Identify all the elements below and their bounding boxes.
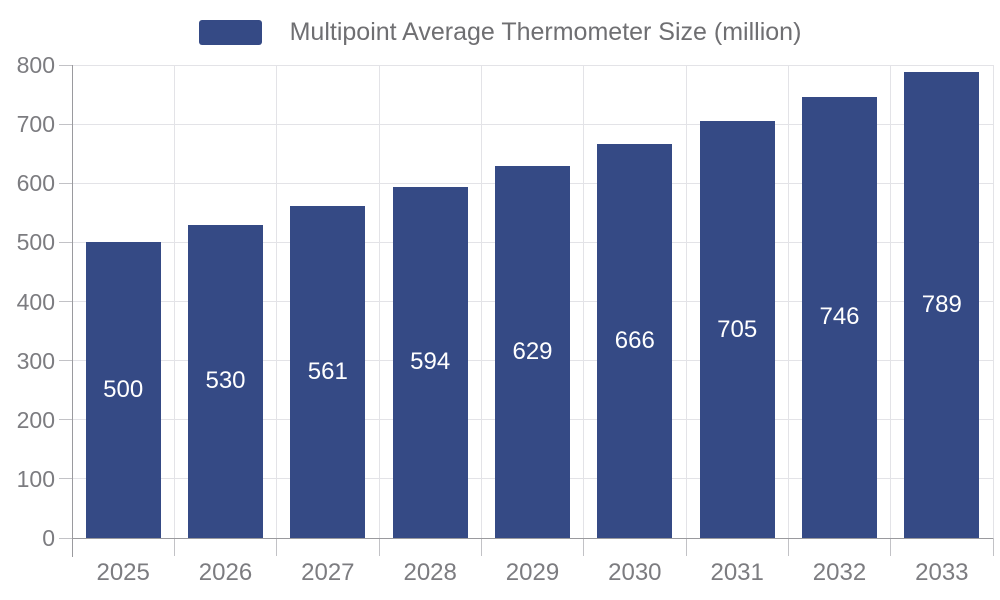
x-tick-label: 2030 [608, 559, 662, 586]
y-axis-tick [59, 182, 72, 184]
bar-value-label: 530 [205, 367, 246, 395]
y-axis-tick [59, 537, 72, 539]
bar-2029[interactable]: 629 [495, 166, 570, 538]
gridline-vertical [378, 65, 380, 538]
legend[interactable]: Multipoint Average Thermometer Size (mil… [0, 18, 1000, 46]
y-tick-label: 300 [16, 347, 55, 374]
y-axis-line [72, 65, 73, 557]
y-tick-label: 200 [16, 406, 55, 433]
bar-2030[interactable]: 666 [597, 144, 673, 538]
x-tick-label: 2033 [915, 559, 969, 586]
bar-value-label: 594 [410, 348, 451, 376]
legend-label: Multipoint Average Thermometer Size (mil… [289, 18, 802, 46]
y-axis-tick [59, 478, 72, 480]
y-axis-tick [59, 241, 72, 243]
bar-value-label: 746 [819, 303, 860, 331]
gridline-horizontal [72, 123, 993, 125]
bar-2033[interactable]: 789 [904, 71, 980, 538]
y-tick-label: 600 [16, 170, 55, 197]
bar-value-label: 629 [512, 338, 553, 366]
gridline-vertical [992, 65, 994, 538]
y-axis-tick [59, 301, 72, 302]
x-tick-label: 2031 [710, 559, 764, 586]
plot-area: 0 100 200 300 400 500 600 700 800 500 2025 530 2026 5… [17, 52, 994, 586]
bar-value-label: 666 [614, 327, 655, 355]
gridline-vertical [890, 65, 892, 538]
bar-value-label: 789 [921, 290, 962, 318]
bar-2025[interactable]: 500 [85, 242, 161, 538]
gridline-vertical [480, 65, 482, 538]
y-tick-label: 700 [16, 111, 55, 138]
x-axis-line [72, 538, 993, 539]
x-axis-tick [787, 538, 789, 556]
x-axis-tick [378, 538, 380, 556]
x-tick-label: 2029 [505, 559, 560, 586]
y-axis-tick [59, 360, 72, 362]
x-axis-tick [480, 538, 482, 556]
x-axis-tick [685, 538, 687, 556]
x-tick-label: 2027 [301, 559, 355, 586]
gridline-vertical [787, 65, 789, 538]
x-axis-tick [890, 538, 892, 556]
x-axis-tick [583, 538, 585, 556]
gridline-vertical [685, 65, 687, 538]
x-axis-tick [992, 538, 994, 556]
y-tick-label: 100 [16, 465, 55, 492]
gridline-vertical [173, 65, 175, 538]
bar-value-label: 705 [717, 315, 758, 343]
y-axis-tick [59, 419, 72, 421]
x-tick-label: 2028 [403, 559, 457, 586]
bar-2032[interactable]: 746 [802, 96, 877, 538]
bar-value-label: 500 [103, 376, 144, 404]
legend-swatch [198, 19, 262, 45]
x-axis-tick [276, 538, 278, 556]
x-axis-tick [173, 538, 175, 556]
y-axis-tick [59, 64, 72, 66]
y-tick-label: 0 [42, 525, 55, 551]
bar-2026[interactable]: 530 [188, 224, 263, 538]
bar-2031[interactable]: 705 [699, 121, 775, 538]
x-tick-label: 2032 [812, 559, 867, 586]
bar-value-label: 561 [307, 358, 348, 386]
gridline-horizontal [72, 64, 993, 66]
gridline-vertical [276, 65, 278, 538]
x-tick-label: 2025 [96, 559, 150, 586]
bar-2027[interactable]: 561 [290, 206, 366, 538]
gridline-vertical [583, 65, 585, 538]
x-tick-label: 2026 [198, 559, 253, 586]
y-axis-tick [59, 123, 72, 125]
bar-2028[interactable]: 594 [392, 186, 468, 538]
y-tick-label: 800 [16, 52, 55, 78]
y-tick-label: 400 [16, 288, 55, 315]
y-tick-label: 500 [16, 229, 55, 256]
